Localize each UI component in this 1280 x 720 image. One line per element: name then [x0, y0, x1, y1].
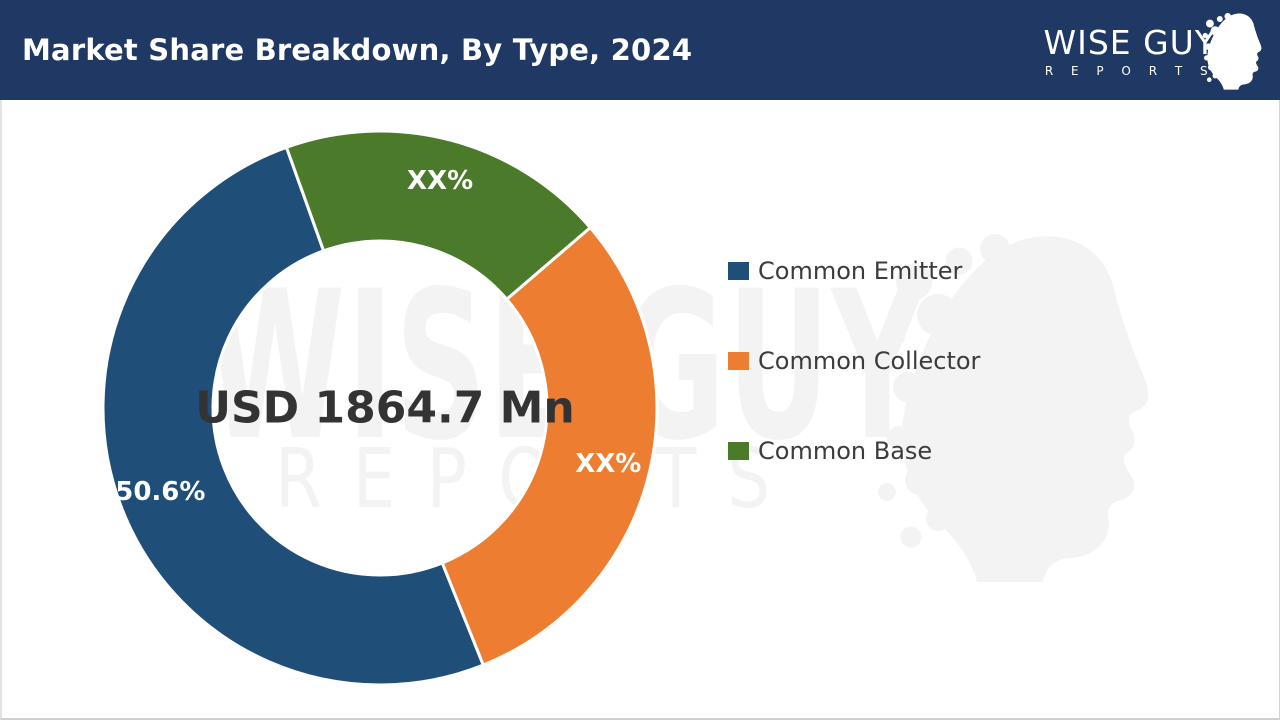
chart-center-value: USD 1864.7 Mn: [195, 382, 575, 434]
watermark-layer: WISE GUY REPORTS: [0, 100, 1280, 720]
legend-item-common-collector: Common Collector: [728, 344, 980, 378]
watermark-text-reports: REPORTS: [275, 432, 802, 527]
page-title: Market Share Breakdown, By Type, 2024: [22, 33, 693, 67]
wise-guy-reports-logo: WISE GUY R E P O R T S: [1043, 4, 1268, 96]
legend-swatch: [728, 262, 749, 280]
legend-item-common-base: Common Base: [728, 434, 980, 468]
watermark-face-logo: [878, 234, 1149, 582]
legend-label: Common Base: [758, 437, 933, 465]
chart-legend: Common Emitter Common Collector Common Bas…: [728, 254, 980, 524]
logo-wordmark: WISE GUY: [1043, 22, 1216, 62]
logo-face-icon: [1202, 13, 1262, 90]
logo-text: WISE GUY R E P O R T S: [1043, 23, 1216, 78]
legend-item-common-emitter: Common Emitter: [728, 254, 980, 288]
header-bar: Market Share Breakdown, By Type, 2024 WI…: [0, 0, 1280, 100]
legend-swatch: [728, 352, 749, 370]
logo-subtitle: R E P O R T S: [1044, 63, 1215, 78]
legend-swatch: [728, 442, 749, 460]
legend-label: Common Collector: [758, 347, 981, 375]
legend-label: Common Emitter: [758, 257, 963, 285]
